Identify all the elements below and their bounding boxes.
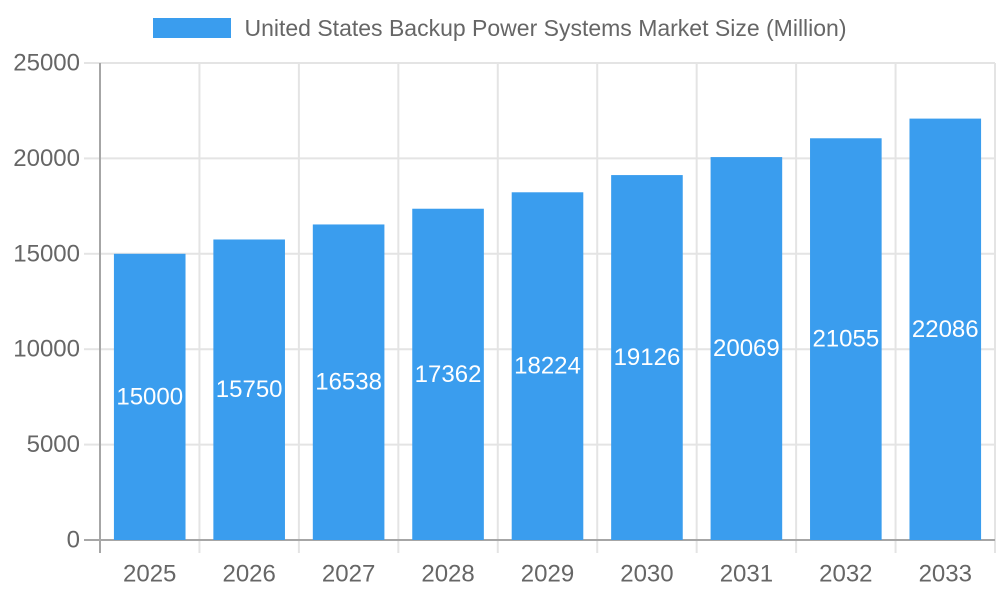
bar-value-label: 19126 [614, 344, 681, 371]
x-tick-label: 2032 [819, 561, 872, 588]
x-tick-label: 2030 [620, 561, 673, 588]
y-tick-label: 10000 [13, 336, 80, 363]
bar[interactable] [909, 118, 982, 540]
y-tick-label: 15000 [13, 240, 80, 267]
y-tick-label: 25000 [13, 50, 80, 77]
bar[interactable] [810, 138, 882, 540]
bar-value-label: 16538 [315, 369, 382, 396]
bar[interactable] [511, 192, 584, 541]
bar-value-label: 15000 [116, 383, 183, 410]
y-tick-label: 0 [67, 527, 80, 554]
legend-item[interactable]: United States Backup Power Systems Marke… [0, 16, 1000, 40]
bar-value-label: 21055 [812, 326, 879, 353]
bar-value-label: 22086 [912, 316, 979, 343]
bar-value-label: 18224 [514, 353, 581, 380]
x-tick-label: 2031 [720, 561, 773, 588]
bar[interactable] [412, 208, 484, 541]
bar[interactable] [710, 157, 783, 540]
bar-value-label: 20069 [713, 335, 780, 362]
y-tick-label: 5000 [27, 431, 80, 458]
x-tick-label: 2027 [322, 561, 375, 588]
bar[interactable] [213, 239, 285, 541]
x-tick-label: 2026 [222, 561, 275, 588]
bar[interactable] [113, 253, 186, 541]
y-tick-label: 20000 [13, 145, 80, 172]
bar-value-label: 15750 [216, 376, 283, 403]
bar[interactable] [312, 224, 385, 540]
bar-value-label: 17362 [415, 361, 482, 388]
x-tick-label: 2028 [421, 561, 474, 588]
bar[interactable] [611, 175, 683, 540]
legend-swatch-icon [153, 18, 232, 38]
x-tick-label: 2025 [123, 561, 176, 588]
x-tick-label: 2033 [919, 561, 972, 588]
legend-series-label: United States Backup Power Systems Marke… [244, 15, 847, 41]
x-tick-label: 2029 [521, 561, 574, 588]
